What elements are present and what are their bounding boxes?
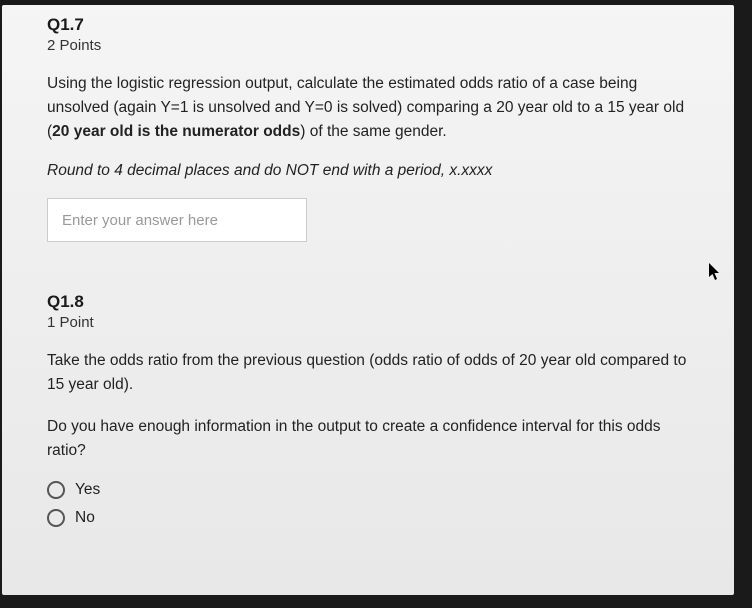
question-number: Q1.7	[47, 15, 689, 35]
answer-input[interactable]	[47, 198, 307, 242]
radio-group: Yes No	[47, 481, 689, 527]
question-text-2: Do you have enough information in the ou…	[47, 415, 689, 463]
cursor-icon	[708, 263, 722, 281]
radio-label: Yes	[75, 481, 100, 499]
question-points: 1 Point	[47, 314, 689, 331]
question-points: 2 Points	[47, 37, 689, 54]
question-instruction: Round to 4 decimal places and do NOT end…	[47, 162, 689, 180]
radio-circle-icon	[47, 481, 65, 499]
question-text-bold: 20 year old is the numerator odds	[52, 123, 300, 140]
question-1-7: Q1.7 2 Points Using the logistic regress…	[47, 15, 689, 242]
question-text: Using the logistic regression output, ca…	[47, 72, 689, 144]
question-text-part2: ) of the same gender.	[300, 123, 446, 140]
radio-option-no[interactable]: No	[47, 509, 689, 527]
question-text-1: Take the odds ratio from the previous qu…	[47, 349, 689, 397]
quiz-screen: Q1.7 2 Points Using the logistic regress…	[2, 5, 734, 595]
radio-label: No	[75, 509, 95, 527]
question-1-8: Q1.8 1 Point Take the odds ratio from th…	[47, 292, 689, 527]
radio-circle-icon	[47, 509, 65, 527]
question-number: Q1.8	[47, 292, 689, 312]
radio-option-yes[interactable]: Yes	[47, 481, 689, 499]
